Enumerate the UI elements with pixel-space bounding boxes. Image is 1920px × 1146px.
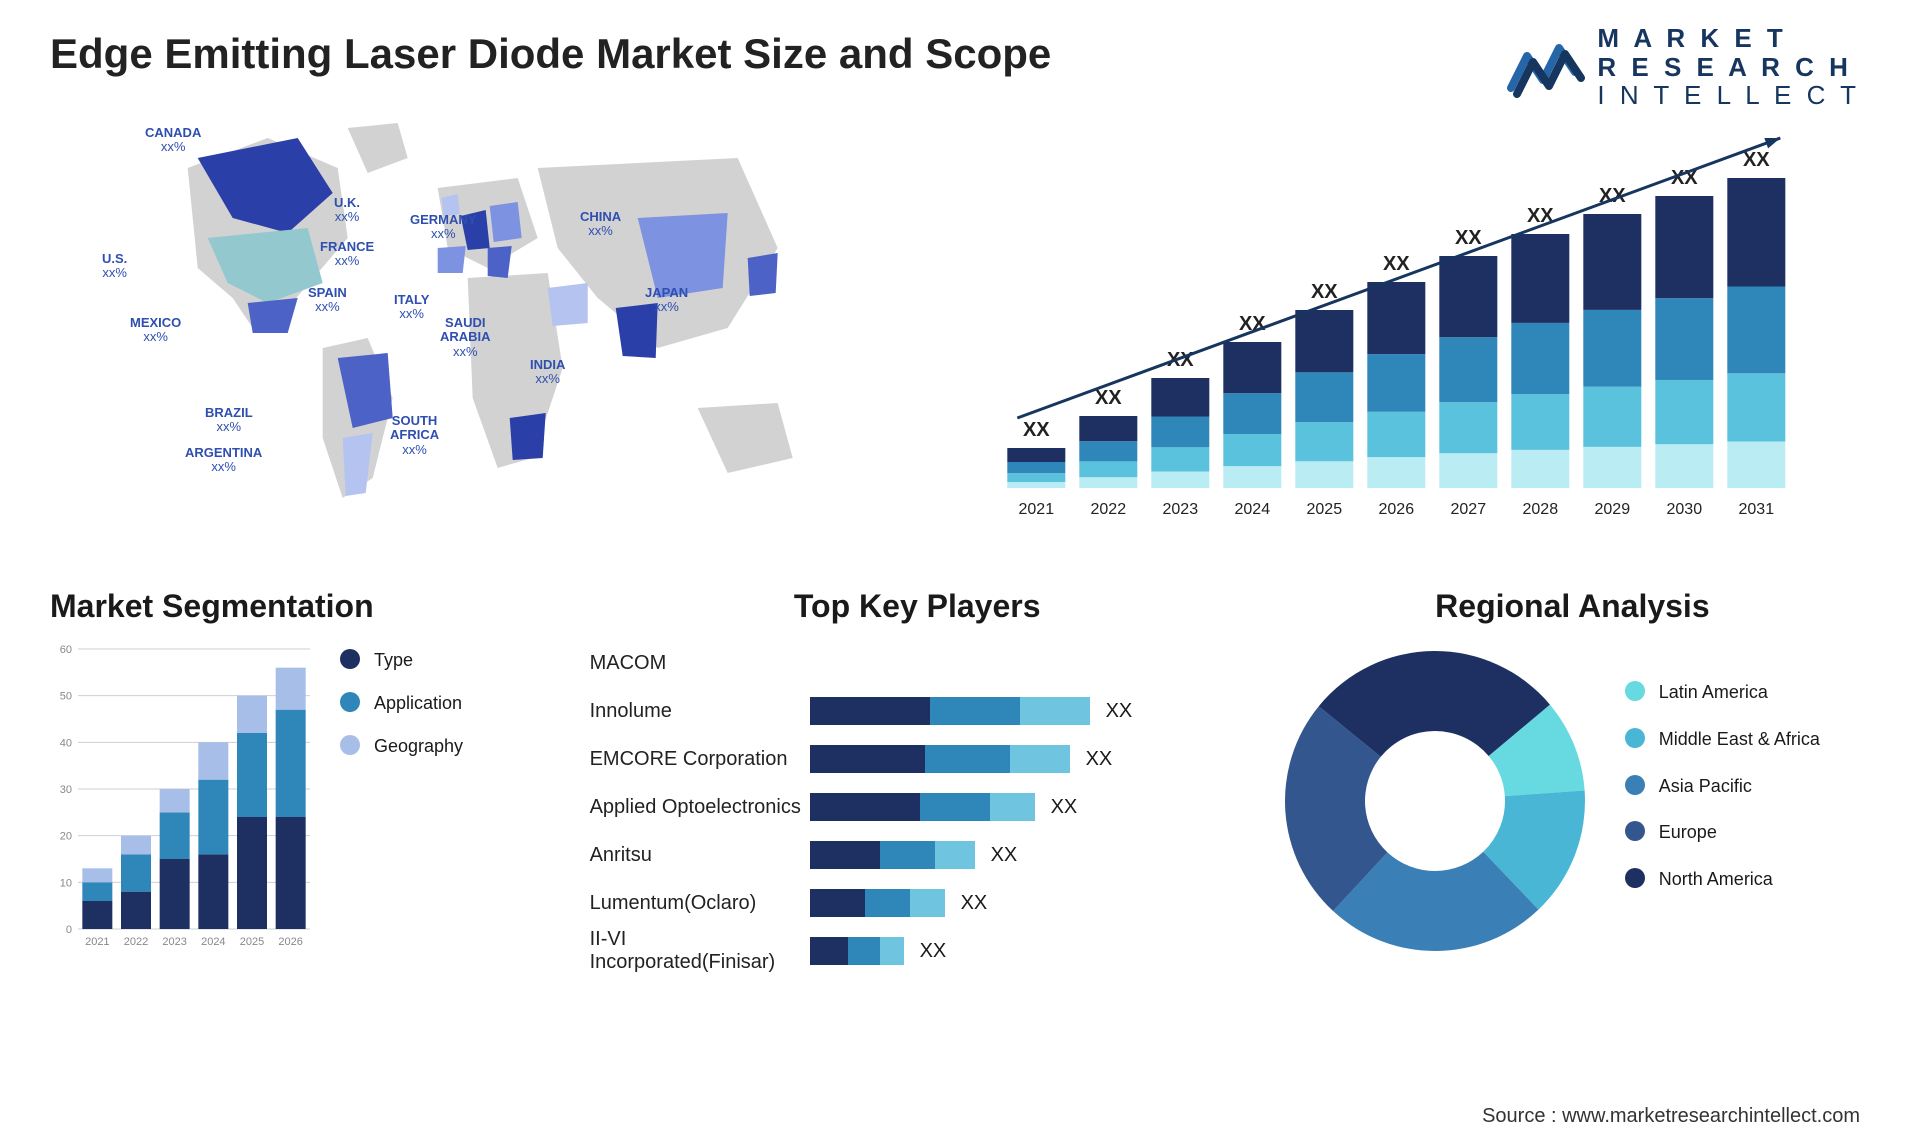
svg-text:XX: XX [1383, 253, 1410, 275]
player-bar [810, 793, 1035, 821]
svg-text:2027: 2027 [1451, 501, 1487, 518]
svg-text:2031: 2031 [1739, 501, 1775, 518]
player-value: XX [920, 940, 947, 963]
key-players-panel: Top Key Players MACOMInnolumeXXEMCORE Co… [590, 588, 1245, 1018]
growth-chart-panel: XX2021XX2022XX2023XX2024XX2025XX2026XX20… [945, 98, 1870, 558]
map-country-label: SPAINxx% [308, 286, 347, 315]
segmentation-legend: TypeApplicationGeography [340, 639, 463, 959]
svg-text:XX: XX [1095, 387, 1122, 409]
map-country-label: U.S.xx% [102, 252, 127, 281]
svg-text:40: 40 [60, 737, 72, 749]
logo-mark-icon [1507, 36, 1585, 98]
legend-item: Middle East & Africa [1625, 716, 1820, 763]
svg-text:2022: 2022 [124, 936, 148, 948]
logo-line: R E S E A R C H [1597, 53, 1860, 82]
map-country-label: MEXICOxx% [130, 316, 181, 345]
map-country-label: FRANCExx% [320, 240, 374, 269]
regional-legend: Latin AmericaMiddle East & AfricaAsia Pa… [1625, 639, 1820, 903]
logo-line: M A R K E T [1597, 24, 1860, 53]
regional-donut-chart [1275, 639, 1595, 959]
map-country-label: SOUTHAFRICAxx% [390, 414, 439, 457]
svg-text:2023: 2023 [1163, 501, 1199, 518]
svg-text:2030: 2030 [1667, 501, 1703, 518]
map-country-label: ARGENTINAxx% [185, 446, 262, 475]
svg-text:2023: 2023 [162, 936, 186, 948]
map-country-label: SAUDIARABIAxx% [440, 316, 491, 359]
player-name: Anritsu [590, 844, 810, 867]
svg-text:2026: 2026 [1379, 501, 1415, 518]
segmentation-chart: 0 10 20 30 40 50 60 2021 2022 2023 2024 2025 2026 [50, 639, 320, 959]
player-bar [810, 889, 945, 917]
svg-text:XX: XX [1743, 149, 1770, 171]
svg-text:20: 20 [60, 831, 72, 843]
map-country-label: CHINAxx% [580, 210, 621, 239]
player-value: XX [1086, 748, 1113, 771]
player-name: Applied Optoelectronics [590, 796, 810, 819]
svg-text:2024: 2024 [1235, 501, 1271, 518]
legend-item: Europe [1625, 809, 1820, 856]
svg-text:30: 30 [60, 784, 72, 796]
legend-item: Application [340, 682, 463, 725]
player-value: XX [1106, 700, 1133, 723]
svg-text:2028: 2028 [1523, 501, 1559, 518]
svg-text:2024: 2024 [201, 936, 225, 948]
map-country-label: ITALYxx% [394, 293, 429, 322]
map-country-label: BRAZILxx% [205, 406, 253, 435]
svg-text:2021: 2021 [85, 936, 109, 948]
svg-text:2029: 2029 [1595, 501, 1631, 518]
svg-text:XX: XX [1311, 281, 1338, 303]
map-country-label: INDIAxx% [530, 358, 565, 387]
svg-text:60: 60 [60, 644, 72, 656]
player-name: Innolume [590, 700, 810, 723]
legend-item: Type [340, 639, 463, 682]
regional-title: Regional Analysis [1275, 588, 1870, 625]
player-bar [810, 745, 1070, 773]
growth-bar-chart: XX2021XX2022XX2023XX2024XX2025XX2026XX20… [945, 98, 1870, 538]
player-bar [810, 841, 975, 869]
regional-panel: Regional Analysis Latin AmericaMiddle Ea… [1275, 588, 1870, 1018]
map-country-label: CANADAxx% [145, 126, 201, 155]
player-value: XX [1051, 796, 1078, 819]
svg-text:2026: 2026 [278, 936, 302, 948]
player-bar [810, 937, 904, 965]
svg-text:2022: 2022 [1091, 501, 1127, 518]
player-row: MACOM [590, 639, 1245, 687]
world-map-icon [50, 98, 905, 518]
brand-logo: M A R K E T R E S E A R C H I N T E L L … [1507, 24, 1860, 110]
player-row: II-VI Incorporated(Finisar) XX [590, 927, 1245, 975]
player-row: EMCORE Corporation XX [590, 735, 1245, 783]
svg-text:2021: 2021 [1019, 501, 1055, 518]
world-map-panel: CANADAxx% U.S.xx% MEXICOxx% BRAZILxx% ARGENT… [50, 98, 905, 558]
player-row: Innolume XX [590, 687, 1245, 735]
legend-item: Asia Pacific [1625, 763, 1820, 810]
player-bar [810, 697, 1090, 725]
player-row: Anritsu XX [590, 831, 1245, 879]
player-value: XX [991, 844, 1018, 867]
svg-text:XX: XX [1455, 227, 1482, 249]
map-country-label: U.K.xx% [334, 196, 360, 225]
legend-item: Geography [340, 725, 463, 768]
map-country-label: JAPANxx% [645, 286, 688, 315]
player-name: II-VI Incorporated(Finisar) [590, 928, 810, 974]
player-name: EMCORE Corporation [590, 748, 810, 771]
svg-text:2025: 2025 [240, 936, 264, 948]
player-value: XX [961, 892, 988, 915]
svg-text:10: 10 [60, 877, 72, 889]
player-row: Applied Optoelectronics XX [590, 783, 1245, 831]
legend-item: North America [1625, 856, 1820, 903]
segmentation-title: Market Segmentation [50, 588, 560, 625]
player-name: MACOM [590, 652, 810, 675]
source-attribution: Source : www.marketresearchintellect.com [1482, 1105, 1860, 1128]
key-players-title: Top Key Players [590, 588, 1245, 625]
player-name: Lumentum(Oclaro) [590, 892, 810, 915]
svg-text:XX: XX [1023, 419, 1050, 441]
svg-text:50: 50 [60, 691, 72, 703]
segmentation-panel: Market Segmentation 0 10 20 30 40 50 60 2021 202… [50, 588, 560, 1018]
legend-item: Latin America [1625, 669, 1820, 716]
svg-text:0: 0 [66, 924, 72, 936]
player-row: Lumentum(Oclaro) XX [590, 879, 1245, 927]
svg-text:2025: 2025 [1307, 501, 1343, 518]
map-country-label: GERMANYxx% [410, 213, 476, 242]
